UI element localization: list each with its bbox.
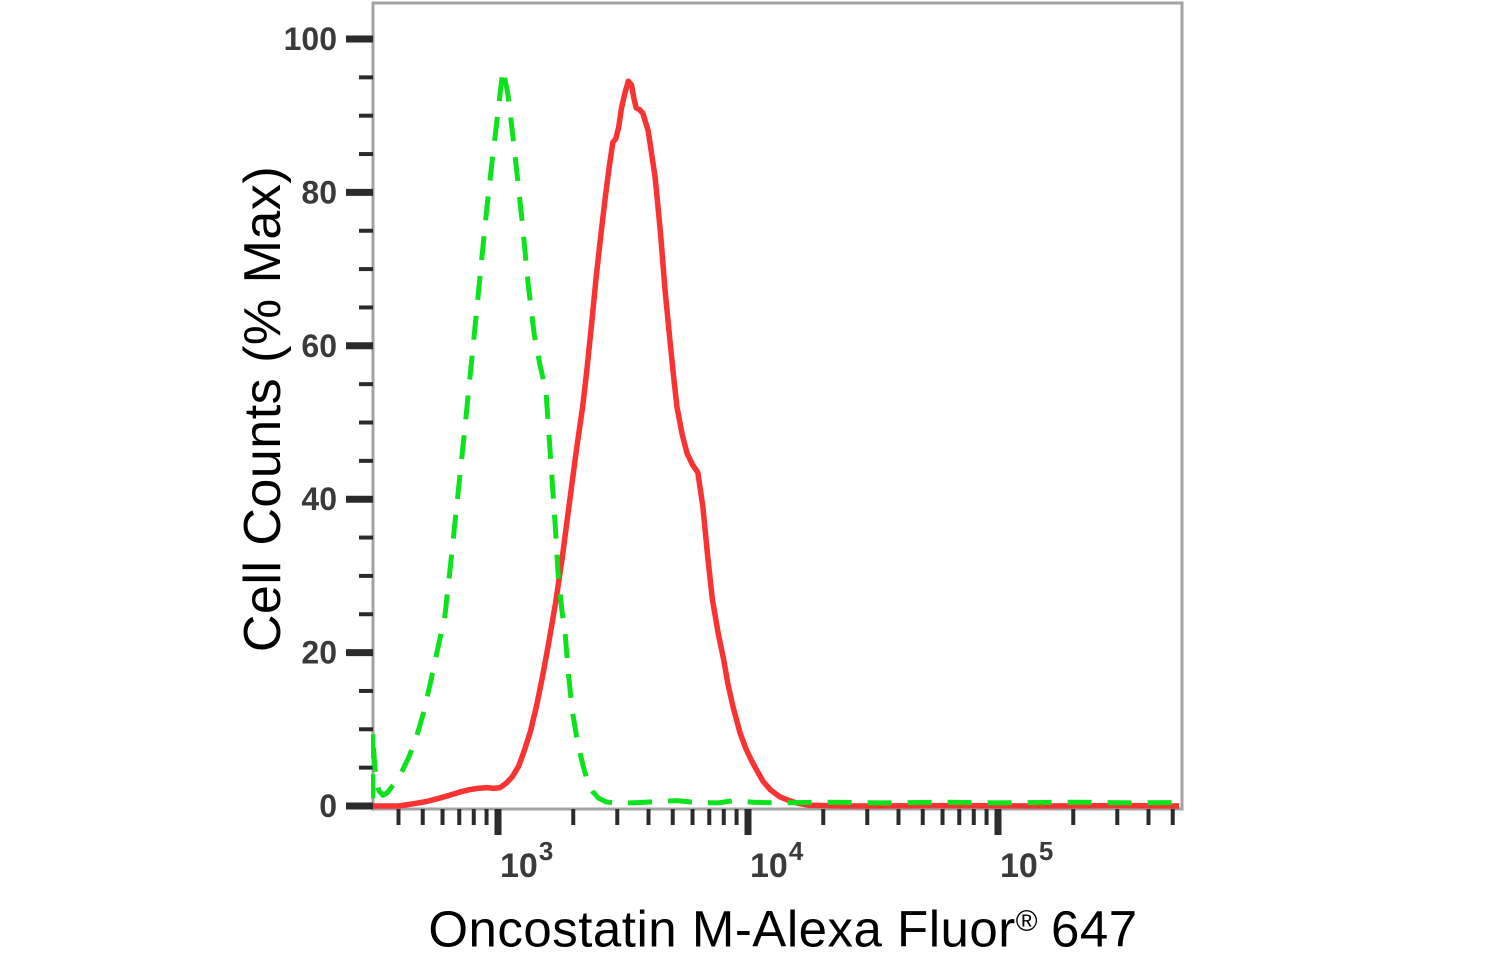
y-axis-title: Cell Counts (% Max)	[234, 165, 292, 653]
y-axis-tick-label: 40	[301, 481, 337, 517]
x-axis-title-main: Oncostatin M-Alexa Fluor	[428, 900, 1016, 958]
x-axis-tick-label: 105	[1000, 836, 1053, 885]
registered-trademark-icon: ®	[1015, 905, 1039, 939]
series-red-solid-sample	[372, 78, 1180, 809]
x-axis-tick-label: 104	[750, 836, 804, 885]
x-axis-title: Oncostatin M-Alexa Fluor® 647	[428, 900, 1137, 959]
y-axis-tick-label: 100	[284, 21, 337, 57]
x-axis-tick-label: 103	[500, 836, 553, 885]
x-axis-title-suffix: 647	[1051, 900, 1138, 958]
y-axis-tick-label: 0	[319, 788, 337, 824]
series-green-dashed-control	[371, 67, 1180, 806]
plot-frame	[371, 1, 1184, 811]
y-axis-tick-label: 20	[301, 635, 337, 671]
y-axis-tick-label: 60	[301, 328, 337, 364]
y-axis-tick-label: 80	[301, 174, 337, 210]
